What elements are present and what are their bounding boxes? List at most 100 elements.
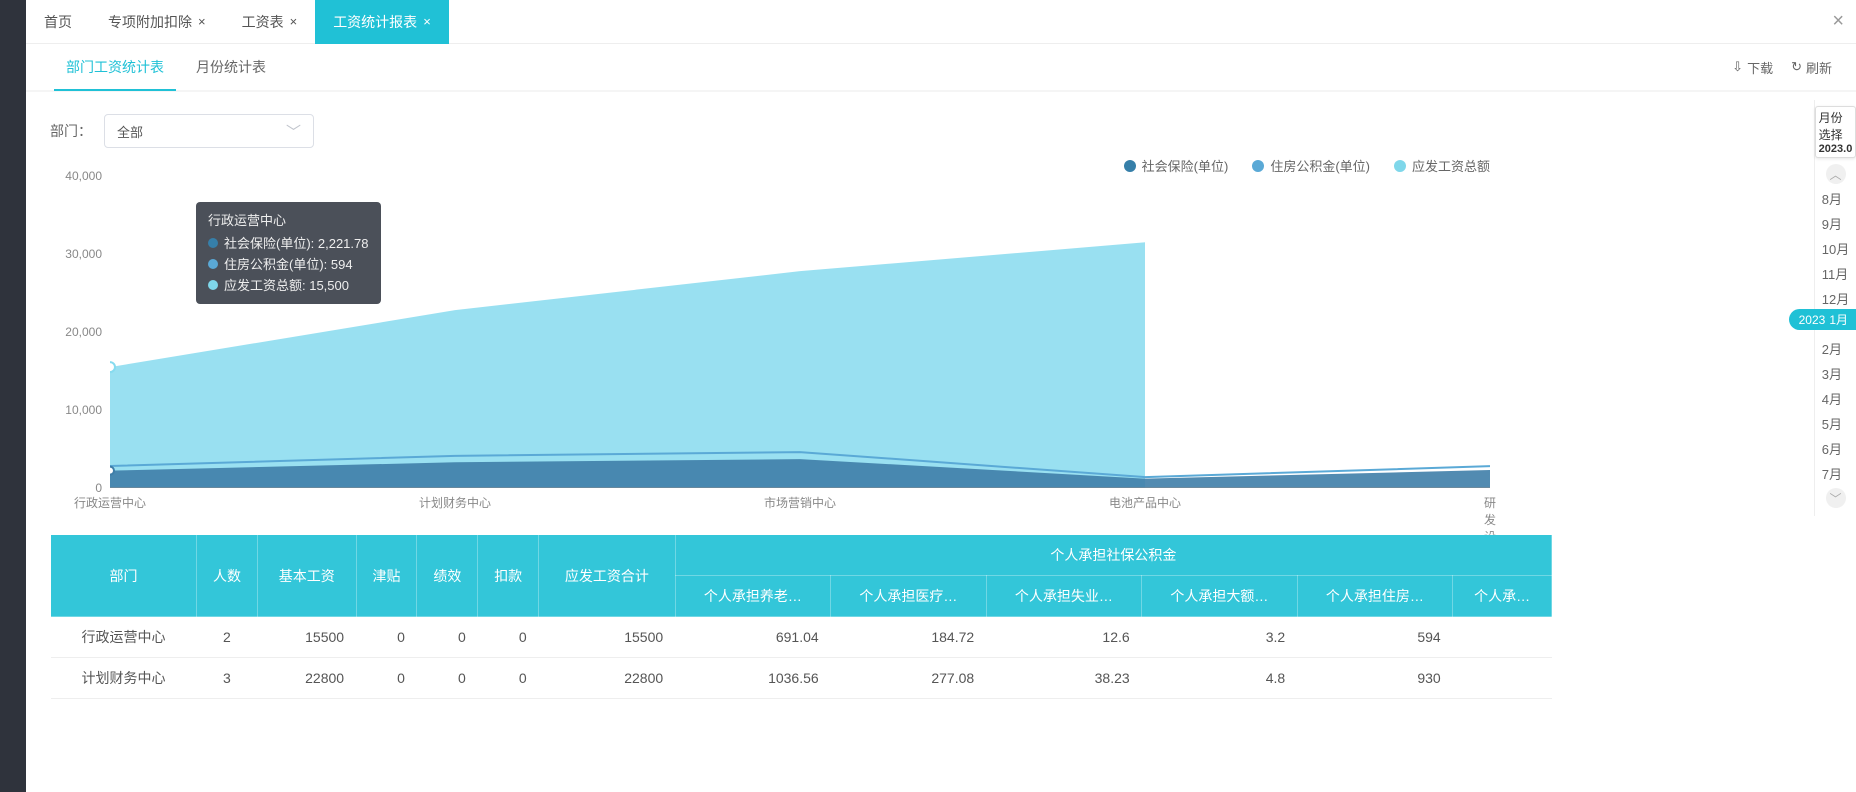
column-header: 部门: [51, 535, 197, 617]
table-row[interactable]: 行政运营中心21550000015500691.04184.7212.63.25…: [51, 617, 1552, 658]
table-cell: 4.8: [1142, 658, 1298, 699]
x-tick-label: 行政运营中心: [74, 494, 146, 511]
table-cell: [1453, 658, 1552, 699]
month-item[interactable]: 12月: [1822, 286, 1849, 311]
table-cell: 22800: [257, 658, 356, 699]
table-cell: 15500: [257, 617, 356, 658]
top-tab[interactable]: 专项附加扣除 ×: [90, 0, 224, 44]
chevron-down-icon: ﹀: [286, 121, 301, 142]
legend-item[interactable]: 应发工资总额: [1394, 156, 1490, 175]
close-all-tabs-icon[interactable]: ×: [1832, 10, 1844, 33]
legend-item[interactable]: 住房公积金(单位): [1252, 156, 1370, 175]
tooltip-row: 社会保险(单位): 2,221.78: [208, 233, 369, 252]
column-header: 个人承担住房…: [1297, 576, 1453, 617]
table-cell: 1036.56: [675, 658, 831, 699]
column-header: 个人承担大额…: [1142, 576, 1298, 617]
y-tick-label: 0: [95, 481, 102, 495]
table-cell: 12.6: [986, 617, 1142, 658]
y-tick-label: 40,000: [65, 169, 102, 183]
column-header: 应发工资合计: [539, 535, 676, 617]
tab-close-icon[interactable]: ×: [423, 14, 431, 29]
table-cell: 0: [417, 658, 478, 699]
table-cell: 277.08: [831, 658, 987, 699]
refresh-button[interactable]: ↻ 刷新: [1791, 58, 1832, 77]
month-scroll-up-icon[interactable]: ︿: [1826, 164, 1846, 184]
month-item[interactable]: 5月: [1822, 411, 1849, 436]
x-tick-label: 电池产品中心: [1109, 494, 1181, 511]
top-tab[interactable]: 工资统计报表×: [315, 0, 449, 44]
tooltip-dot-icon: [208, 280, 218, 290]
tooltip-title: 行政运营中心: [208, 210, 369, 229]
x-tick-label: 计划财务中心: [419, 494, 491, 511]
badge-month: 1月: [1829, 311, 1848, 328]
legend-item[interactable]: 社会保险(单位): [1124, 156, 1229, 175]
sub-tab-bar: 部门工资统计表月份统计表 ⇩ 下载 ↻ 刷新: [26, 44, 1856, 92]
table-cell: 930: [1297, 658, 1453, 699]
left-nav-rail: [0, 0, 26, 792]
tooltip-dot-icon: [208, 259, 218, 269]
month-item[interactable]: 2月: [1822, 336, 1849, 361]
legend-dot-icon: [1124, 160, 1136, 172]
table-cell: 行政运营中心: [51, 617, 197, 658]
badge-year: 2023: [1799, 313, 1826, 327]
legend-label: 应发工资总额: [1412, 156, 1490, 175]
month-selector-panel: 月份选择 2023.0 ︿ 8月9月10月11月12月1月2月3月4月5月6月7…: [1814, 100, 1856, 516]
month-item[interactable]: 7月: [1822, 461, 1849, 486]
column-header: 绩效: [417, 535, 478, 617]
y-tick-label: 30,000: [65, 247, 102, 261]
y-axis: 010,00020,00030,00040,000: [50, 176, 108, 488]
chart-legend: 社会保险(单位) 住房公积金(单位) 应发工资总额: [1124, 156, 1490, 175]
table-cell: 0: [417, 617, 478, 658]
legend-label: 住房公积金(单位): [1270, 156, 1370, 175]
chart-tooltip: 行政运营中心 社会保险(单位): 2,221.78住房公积金(单位): 594应…: [196, 202, 381, 304]
month-item[interactable]: 6月: [1822, 436, 1849, 461]
column-header: 津贴: [356, 535, 417, 617]
table-cell: 38.23: [986, 658, 1142, 699]
column-header: 扣款: [478, 535, 539, 617]
download-button[interactable]: ⇩ 下载: [1732, 58, 1773, 77]
sub-tab[interactable]: 部门工资统计表: [50, 43, 180, 91]
legend-dot-icon: [1394, 160, 1406, 172]
table-cell: 0: [356, 658, 417, 699]
legend-label: 社会保险(单位): [1142, 156, 1229, 175]
tab-close-icon[interactable]: ×: [198, 14, 206, 29]
month-scroll-down-icon[interactable]: ﹀: [1826, 488, 1846, 508]
month-item[interactable]: 8月: [1822, 186, 1849, 211]
download-label: 下载: [1747, 58, 1773, 77]
top-tab-label: 首页: [44, 12, 72, 32]
month-item[interactable]: 9月: [1822, 211, 1849, 236]
column-header: 个人承担医疗…: [831, 576, 987, 617]
column-header: 基本工资: [257, 535, 356, 617]
month-item[interactable]: 11月: [1822, 261, 1849, 286]
column-header: 个人承担养老…: [675, 576, 831, 617]
y-tick-label: 20,000: [65, 325, 102, 339]
month-item[interactable]: 3月: [1822, 361, 1849, 386]
column-header: 个人承…: [1453, 576, 1552, 617]
refresh-icon: ↻: [1791, 59, 1802, 75]
dept-filter-label: 部门：: [50, 121, 92, 141]
top-tab-label: 专项附加扣除: [108, 12, 192, 32]
table-cell: 0: [478, 617, 539, 658]
top-tab[interactable]: 工资表 ×: [224, 0, 316, 44]
month-selected-badge[interactable]: 2023 1月: [1789, 309, 1856, 330]
top-tab-bar: 首页专项附加扣除×工资表×工资统计报表× ×: [26, 0, 1856, 44]
table-cell: 184.72: [831, 617, 987, 658]
top-tab-label: 工资表: [242, 12, 284, 32]
table-cell: 0: [478, 658, 539, 699]
table-cell: 594: [1297, 617, 1453, 658]
table-cell: [1453, 617, 1552, 658]
table-cell: 2: [197, 617, 258, 658]
column-group-header: 个人承担社保公积金: [675, 535, 1551, 576]
x-axis: 行政运营中心计划财务中心市场营销中心电池产品中心研发设计中心: [110, 494, 1490, 514]
dept-select-value: 全部: [117, 122, 143, 141]
tooltip-row: 应发工资总额: 15,500: [208, 275, 369, 294]
table-row[interactable]: 计划财务中心322800000228001036.56277.0838.234.…: [51, 658, 1552, 699]
dept-select[interactable]: 全部 ﹀: [104, 114, 314, 148]
tab-close-icon[interactable]: ×: [290, 14, 298, 29]
month-item[interactable]: 10月: [1822, 236, 1849, 261]
month-item[interactable]: 4月: [1822, 386, 1849, 411]
table-cell: 691.04: [675, 617, 831, 658]
table-cell: 3.2: [1142, 617, 1298, 658]
top-tab[interactable]: 首页: [26, 0, 90, 44]
sub-tab[interactable]: 月份统计表: [180, 43, 282, 91]
